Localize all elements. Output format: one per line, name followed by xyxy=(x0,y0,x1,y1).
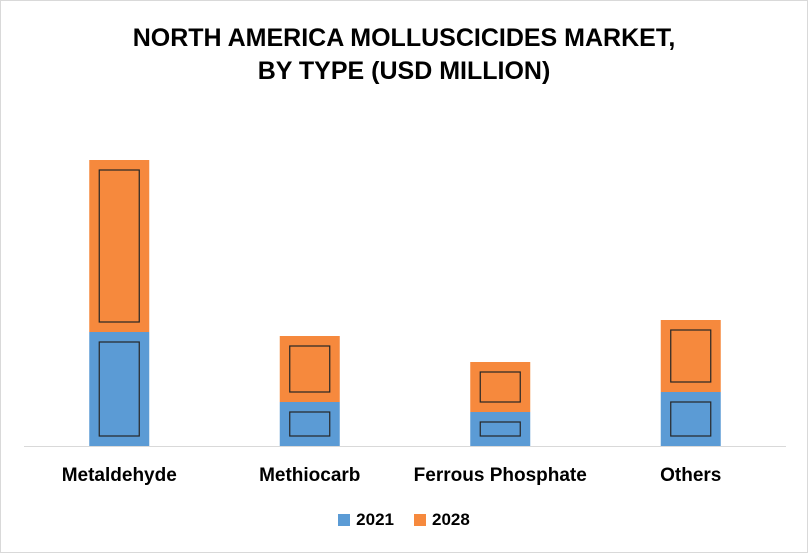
x-tick-label: Others xyxy=(660,465,721,486)
bar-2028-ferrous-phosphate xyxy=(470,362,531,412)
x-tick-label: Ferrous Phosphate xyxy=(414,465,587,486)
legend-swatch xyxy=(414,514,426,526)
bar-2028-methiocarb xyxy=(279,336,340,402)
legend-item: 2028 xyxy=(414,510,470,530)
bar-2021-methiocarb xyxy=(279,402,340,446)
bar-2021-others xyxy=(660,392,721,446)
legend-swatch xyxy=(338,514,351,526)
x-tick-label: Methiocarb xyxy=(259,465,360,486)
bar-2021-ferrous-phosphate xyxy=(470,412,531,446)
chart-legend: 2021 2028 xyxy=(0,510,808,530)
legend-item: 2021 xyxy=(338,510,394,530)
bar-2028-others xyxy=(660,320,721,392)
x-tick-label: Metaldehyde xyxy=(62,465,177,486)
bar-2021-metaldehyde xyxy=(89,332,150,446)
chart-title: NORTH AMERICA MOLLUSCICIDES MARKET, BY T… xyxy=(132,24,676,85)
bar-2028-metaldehyde xyxy=(89,160,150,332)
legend-label: 2028 xyxy=(432,510,470,529)
legend-label: 2021 xyxy=(356,510,394,529)
